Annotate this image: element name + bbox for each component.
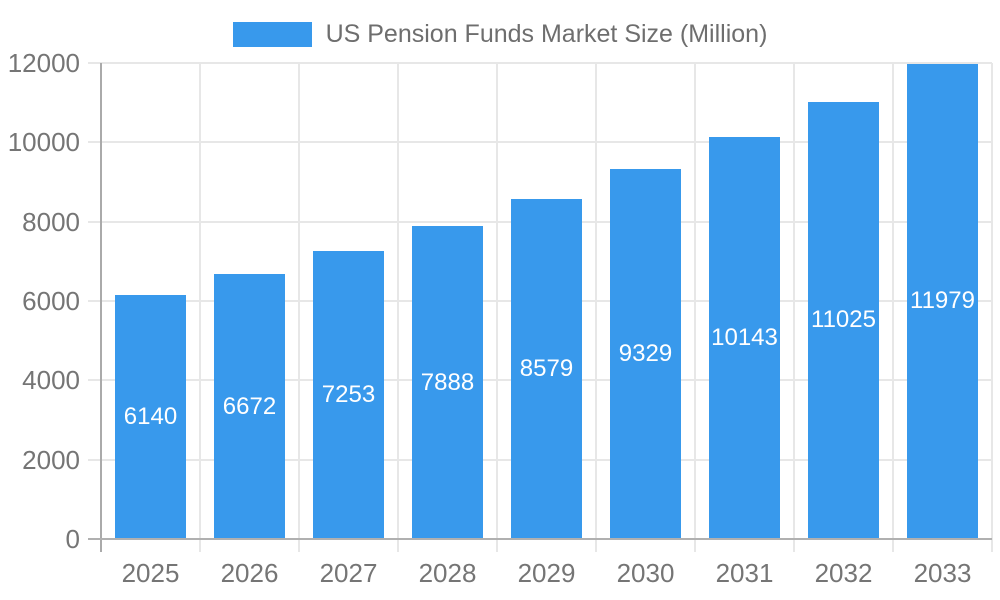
bar[interactable]: 11025 bbox=[808, 101, 879, 539]
bar-value-label: 9329 bbox=[618, 339, 673, 367]
bar[interactable]: 9329 bbox=[610, 168, 681, 539]
bar-value-label: 7888 bbox=[420, 368, 475, 396]
bar[interactable]: 6672 bbox=[214, 274, 285, 539]
bar[interactable]: 8579 bbox=[511, 198, 582, 539]
x-axis-tick-label: 2032 bbox=[814, 558, 873, 588]
y-axis-tick-label: 4000 bbox=[22, 365, 80, 396]
y-axis-tick-label: 2000 bbox=[22, 444, 80, 475]
bar[interactable]: 11979 bbox=[907, 63, 978, 539]
x-axis-tick-label: 2028 bbox=[418, 558, 477, 588]
gridline-vertical bbox=[199, 63, 201, 552]
gridline-vertical bbox=[298, 63, 300, 552]
gridline-vertical bbox=[694, 63, 696, 552]
gridline-vertical bbox=[496, 63, 498, 552]
bar-value-label: 11025 bbox=[811, 306, 876, 334]
legend-item[interactable]: US Pension Funds Market Size (Million) bbox=[232, 20, 768, 49]
legend-swatch-icon bbox=[232, 22, 312, 47]
legend: US Pension Funds Market Size (Million) bbox=[0, 20, 1000, 49]
bar-value-label: 6672 bbox=[222, 392, 277, 420]
gridline-vertical bbox=[991, 63, 993, 552]
bar-value-label: 11979 bbox=[910, 287, 975, 315]
y-axis-tick-label: 12000 bbox=[7, 48, 80, 78]
bar[interactable]: 6140 bbox=[115, 295, 186, 539]
x-axis-tick-label: 2026 bbox=[220, 558, 279, 588]
x-axis-tick-label: 2033 bbox=[913, 558, 972, 588]
x-axis-tick-label: 2030 bbox=[616, 558, 675, 588]
gridline-horizontal bbox=[88, 141, 992, 144]
y-axis-tick-label: 10000 bbox=[7, 127, 80, 158]
y-axis-line bbox=[100, 63, 102, 552]
x-axis-tick-label: 2027 bbox=[319, 558, 378, 588]
y-axis-tick-label: 0 bbox=[65, 524, 80, 554]
gridline-vertical bbox=[793, 63, 795, 552]
x-axis-tick-label: 2025 bbox=[121, 558, 180, 588]
bar[interactable]: 7253 bbox=[313, 251, 384, 539]
gridline-vertical bbox=[595, 63, 597, 552]
y-axis-tick-label: 6000 bbox=[22, 286, 80, 316]
gridline-horizontal bbox=[88, 62, 992, 64]
bar[interactable]: 7888 bbox=[412, 226, 483, 539]
bar-value-label: 10143 bbox=[711, 323, 778, 351]
gridline-vertical bbox=[397, 63, 399, 552]
x-axis-line bbox=[88, 538, 992, 540]
gridline-vertical bbox=[892, 63, 894, 552]
x-axis-tick-label: 2029 bbox=[517, 558, 576, 588]
y-axis-tick-label: 8000 bbox=[22, 206, 80, 237]
bar-value-label: 6140 bbox=[123, 403, 178, 431]
bar-value-label: 8579 bbox=[519, 354, 574, 382]
x-axis-tick-label: 2031 bbox=[715, 558, 774, 588]
bar-value-label: 7253 bbox=[321, 381, 376, 409]
bar[interactable]: 10143 bbox=[709, 136, 780, 539]
legend-label: US Pension Funds Market Size (Million) bbox=[325, 20, 768, 48]
